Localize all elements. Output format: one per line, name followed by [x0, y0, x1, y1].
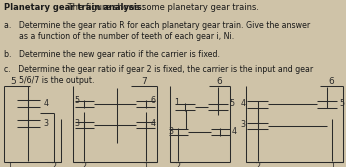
Text: 6: 6 — [217, 77, 222, 86]
Text: 1: 1 — [330, 162, 335, 167]
Text: 5: 5 — [75, 96, 80, 105]
Text: Planetary gear train analysis:: Planetary gear train analysis: — [4, 3, 145, 12]
Text: 2: 2 — [176, 162, 181, 167]
Text: The figure shows some planetary gear trains.: The figure shows some planetary gear tra… — [65, 3, 259, 12]
Text: 4: 4 — [232, 127, 237, 136]
Text: 1: 1 — [7, 162, 12, 167]
Text: 3: 3 — [43, 119, 48, 128]
Text: 3: 3 — [241, 120, 246, 129]
Text: 1: 1 — [144, 162, 148, 167]
Text: c.   Determine the gear ratio if gear 2 is fixed, the carrier is the input and g: c. Determine the gear ratio if gear 2 is… — [4, 65, 313, 85]
Text: 4: 4 — [43, 99, 48, 108]
Text: 5: 5 — [339, 99, 344, 108]
Text: 3: 3 — [75, 119, 80, 128]
Text: 4: 4 — [151, 119, 155, 128]
Text: 6: 6 — [151, 96, 155, 105]
Text: 2: 2 — [82, 162, 86, 167]
Text: 2: 2 — [51, 162, 56, 167]
Text: 1: 1 — [174, 98, 179, 107]
Text: 5: 5 — [10, 77, 16, 86]
Text: b.   Determine the new gear ratio if the carrier is fixed.: b. Determine the new gear ratio if the c… — [4, 50, 220, 59]
Text: 3: 3 — [168, 127, 173, 136]
Text: 2: 2 — [255, 162, 260, 167]
Text: a.   Determine the gear ratio R for each planetary gear train. Give the answer
 : a. Determine the gear ratio R for each p… — [4, 21, 310, 41]
Text: 6: 6 — [328, 77, 334, 86]
Text: 5: 5 — [229, 99, 234, 108]
Text: 4: 4 — [241, 99, 246, 108]
Text: 7: 7 — [142, 77, 147, 86]
